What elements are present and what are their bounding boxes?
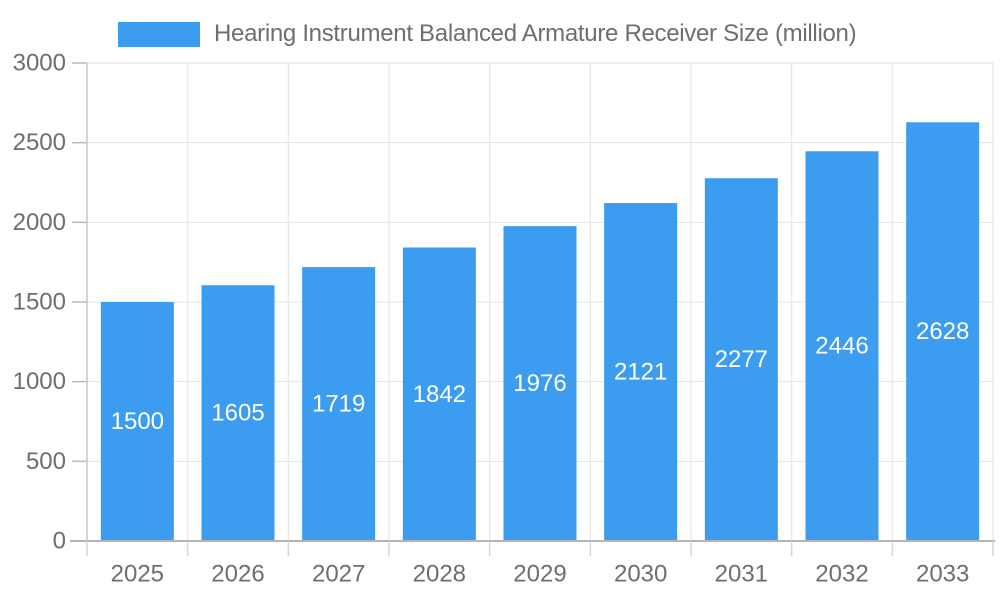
y-tick-label: 500	[26, 448, 66, 475]
bar	[906, 122, 980, 541]
x-tick-label: 2025	[111, 561, 164, 588]
bar-value-label: 2628	[916, 318, 969, 345]
x-tick-label: 2029	[513, 561, 566, 588]
y-tick-label: 2000	[13, 209, 66, 236]
legend-series-label: Hearing Instrument Balanced Armature Rec…	[214, 20, 857, 47]
bar	[503, 226, 577, 541]
bar-value-label: 1976	[513, 370, 566, 397]
y-tick-label: 3000	[13, 50, 66, 77]
bar	[805, 151, 879, 541]
bar	[201, 285, 275, 541]
legend-swatch	[118, 21, 200, 47]
y-tick-label: 1500	[13, 289, 66, 316]
x-tick-label: 2032	[815, 561, 868, 588]
bar	[402, 247, 476, 541]
bar	[704, 178, 778, 541]
bar-value-label: 1842	[413, 381, 466, 408]
chart-legend: Hearing Instrument Balanced Armature Rec…	[118, 20, 857, 48]
x-tick-label: 2030	[614, 561, 667, 588]
y-tick-label: 1000	[13, 368, 66, 395]
x-tick-label: 2028	[413, 561, 466, 588]
bar	[302, 267, 376, 541]
bar	[604, 203, 678, 541]
bar-value-label: 2121	[614, 359, 667, 386]
bar-value-label: 1500	[111, 408, 164, 435]
bar-value-label: 1719	[312, 391, 365, 418]
x-tick-label: 2033	[916, 561, 969, 588]
y-tick-label: 2500	[13, 129, 66, 156]
bar-value-label: 1605	[211, 400, 264, 427]
bar-value-label: 2277	[715, 346, 768, 373]
x-tick-label: 2031	[715, 561, 768, 588]
bar	[100, 302, 174, 541]
bar-value-label: 2446	[815, 333, 868, 360]
x-tick-label: 2026	[211, 561, 264, 588]
x-tick-label: 2027	[312, 561, 365, 588]
y-tick-label: 0	[53, 528, 66, 555]
